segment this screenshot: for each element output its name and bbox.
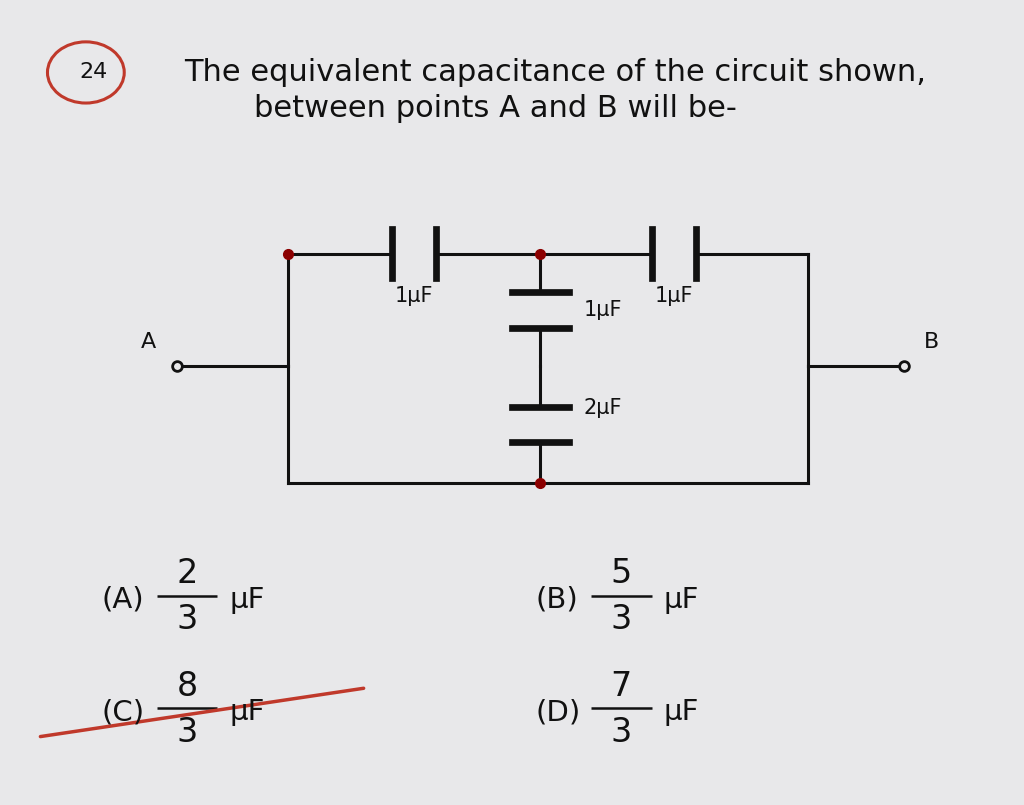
Text: μF: μF (664, 586, 699, 613)
Text: between points A and B will be-: between points A and B will be- (254, 94, 736, 123)
Text: 7: 7 (610, 671, 632, 703)
Text: μF: μF (664, 699, 699, 726)
Text: μF: μF (229, 586, 264, 613)
Text: 8: 8 (176, 671, 198, 703)
Text: 5: 5 (610, 558, 632, 590)
Text: 2: 2 (176, 558, 198, 590)
Text: 3: 3 (610, 716, 632, 749)
Text: (C): (C) (101, 699, 144, 726)
Text: A: A (141, 332, 157, 352)
Text: 1μF: 1μF (395, 286, 433, 306)
Text: (D): (D) (536, 699, 581, 726)
Text: 1μF: 1μF (655, 286, 693, 306)
Text: 3: 3 (176, 716, 198, 749)
Text: (B): (B) (536, 586, 579, 613)
Text: 2μF: 2μF (584, 398, 623, 419)
Text: (A): (A) (101, 586, 143, 613)
Text: B: B (925, 332, 939, 352)
Text: 3: 3 (610, 604, 632, 636)
Text: 3: 3 (176, 604, 198, 636)
Text: 24: 24 (80, 63, 109, 82)
Text: μF: μF (229, 699, 264, 726)
Text: The equivalent capacitance of the circuit shown,: The equivalent capacitance of the circui… (184, 58, 927, 87)
Text: 1μF: 1μF (584, 300, 623, 320)
